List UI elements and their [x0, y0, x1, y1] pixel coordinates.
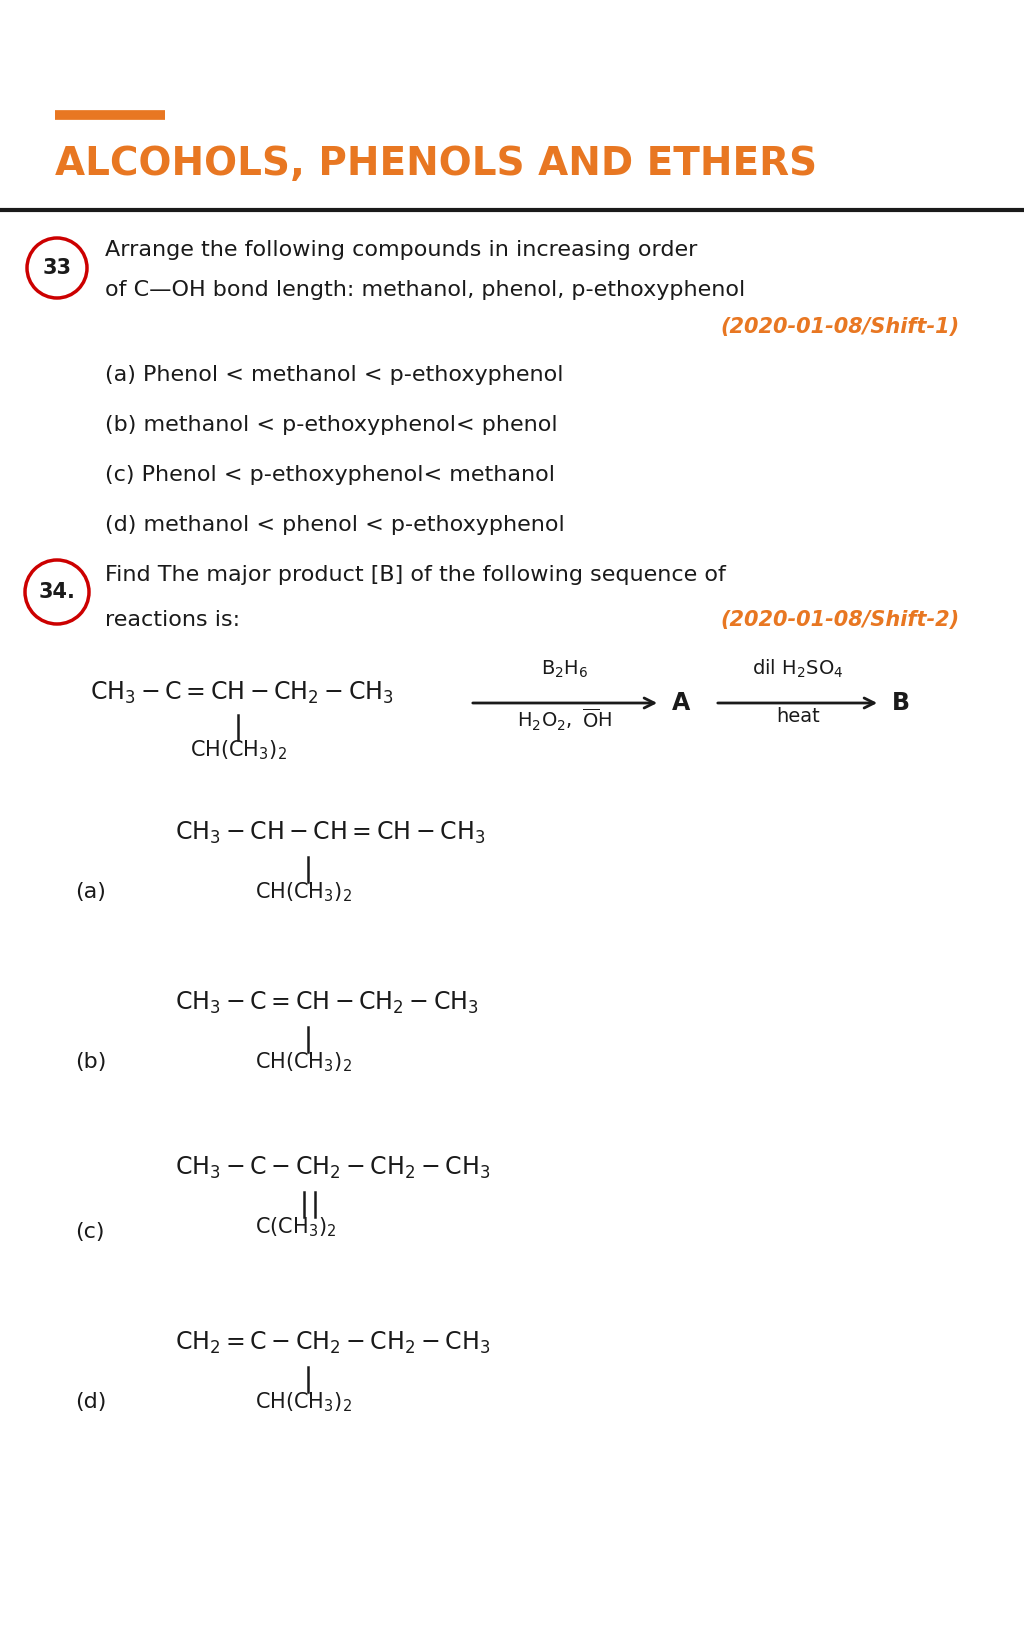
Text: heat: heat: [776, 707, 820, 725]
Text: $\mathregular{dil\ H_2SO_4}$: $\mathregular{dil\ H_2SO_4}$: [753, 657, 844, 680]
Text: B: B: [892, 691, 910, 716]
Text: (a): (a): [75, 882, 105, 901]
Text: Find The major product [B] of the following sequence of: Find The major product [B] of the follow…: [105, 566, 726, 585]
Text: $\mathregular{CH(CH_3)_2}$: $\mathregular{CH(CH_3)_2}$: [255, 1390, 352, 1413]
Text: $\mathregular{C(CH_3)_2}$: $\mathregular{C(CH_3)_2}$: [255, 1214, 336, 1239]
Text: $\mathregular{CH(CH_3)_2}$: $\mathregular{CH(CH_3)_2}$: [190, 738, 287, 761]
Text: A: A: [672, 691, 690, 716]
Text: $\mathregular{CH_3-CH-CH=CH-CH_3}$: $\mathregular{CH_3-CH-CH=CH-CH_3}$: [175, 820, 485, 846]
Text: (d) methanol < phenol < p-ethoxyphenol: (d) methanol < phenol < p-ethoxyphenol: [105, 515, 565, 535]
Text: $\mathregular{CH_3-C=CH-CH_2-CH_3}$: $\mathregular{CH_3-C=CH-CH_2-CH_3}$: [175, 989, 479, 1015]
Text: $\mathregular{H_2O_2,\ \overline{O}H}$: $\mathregular{H_2O_2,\ \overline{O}H}$: [517, 707, 612, 734]
Text: Arrange the following compounds in increasing order: Arrange the following compounds in incre…: [105, 240, 697, 261]
Text: (b) methanol < p-ethoxyphenol< phenol: (b) methanol < p-ethoxyphenol< phenol: [105, 416, 558, 435]
Text: of C—OH bond length: methanol, phenol, p-ethoxyphenol: of C—OH bond length: methanol, phenol, p…: [105, 280, 745, 300]
Text: $\mathregular{CH_3-C-CH_2-CH_2-CH_3}$: $\mathregular{CH_3-C-CH_2-CH_2-CH_3}$: [175, 1156, 490, 1182]
Text: $\mathregular{CH(CH_3)_2}$: $\mathregular{CH(CH_3)_2}$: [255, 1050, 352, 1074]
Text: reactions is:: reactions is:: [105, 610, 240, 631]
Text: $\mathregular{CH(CH_3)_2}$: $\mathregular{CH(CH_3)_2}$: [255, 880, 352, 903]
Text: 34.: 34.: [39, 582, 76, 601]
Text: (2020-01-08/Shift-1): (2020-01-08/Shift-1): [721, 316, 961, 337]
Text: (a) Phenol < methanol < p-ethoxyphenol: (a) Phenol < methanol < p-ethoxyphenol: [105, 365, 563, 385]
Text: (c) Phenol < p-ethoxyphenol< methanol: (c) Phenol < p-ethoxyphenol< methanol: [105, 465, 555, 486]
Text: $\mathregular{CH_3-C=CH-CH_2-CH_3}$: $\mathregular{CH_3-C=CH-CH_2-CH_3}$: [90, 680, 394, 706]
Text: $\mathregular{CH_2=C-CH_2-CH_2-CH_3}$: $\mathregular{CH_2=C-CH_2-CH_2-CH_3}$: [175, 1330, 490, 1356]
Text: ALCOHOLS, PHENOLS AND ETHERS: ALCOHOLS, PHENOLS AND ETHERS: [55, 145, 817, 183]
Text: (b): (b): [75, 1051, 106, 1073]
Text: (d): (d): [75, 1392, 106, 1412]
Text: (c): (c): [75, 1222, 104, 1242]
Text: $\mathregular{B_2H_6}$: $\mathregular{B_2H_6}$: [542, 659, 589, 680]
Text: (2020-01-08/Shift-2): (2020-01-08/Shift-2): [721, 610, 961, 631]
Text: 33: 33: [43, 258, 72, 279]
